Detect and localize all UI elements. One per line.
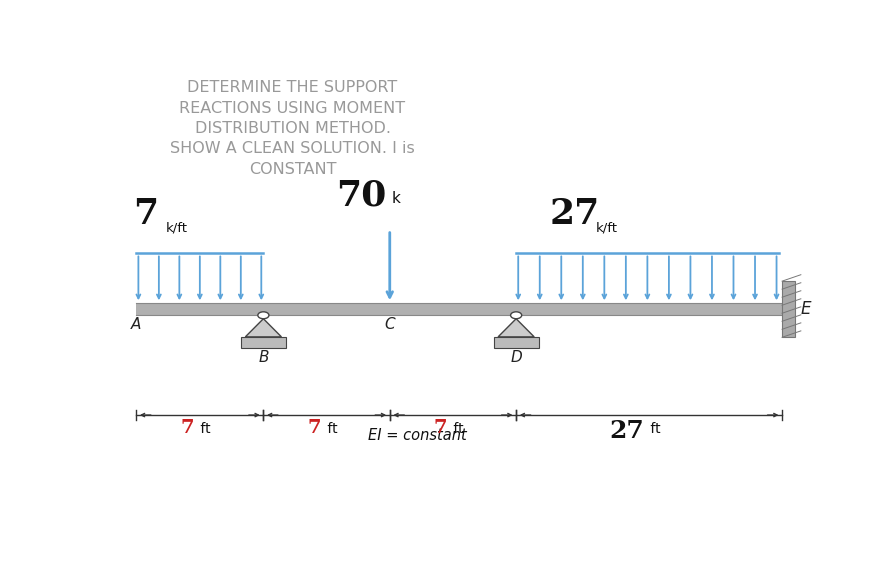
Text: 7: 7 [133,197,158,231]
Bar [136,303,782,315]
Text: E: E [800,300,811,318]
Circle shape [258,312,269,319]
Text: C: C [384,318,395,333]
Polygon shape [498,319,534,337]
Bar [241,337,286,348]
Polygon shape [246,319,281,337]
Text: B: B [258,350,269,365]
Text: 27: 27 [608,420,643,443]
Circle shape [511,312,521,319]
Bar [494,337,538,348]
Text: A: A [131,318,142,333]
Bar [782,281,795,337]
Text: D: D [510,350,522,365]
Text: k/ft: k/ft [166,221,187,234]
Text: ft: ft [646,421,660,435]
Text: 7: 7 [434,420,447,438]
Text: ft: ft [196,421,211,435]
Text: ft: ft [450,421,464,435]
Text: 27: 27 [549,197,599,231]
Text: k/ft: k/ft [596,221,618,234]
Text: k: k [392,191,400,206]
Text: 7: 7 [307,420,321,438]
Text: 70: 70 [336,178,386,213]
Text: ft: ft [323,421,338,435]
Text: DETERMINE THE SUPPORT
REACTIONS USING MOMENT
DISTRIBUTION METHOD.
SHOW A CLEAN S: DETERMINE THE SUPPORT REACTIONS USING MO… [170,80,415,177]
Text: EI = constant: EI = constant [368,428,467,443]
Text: 7: 7 [181,420,194,438]
